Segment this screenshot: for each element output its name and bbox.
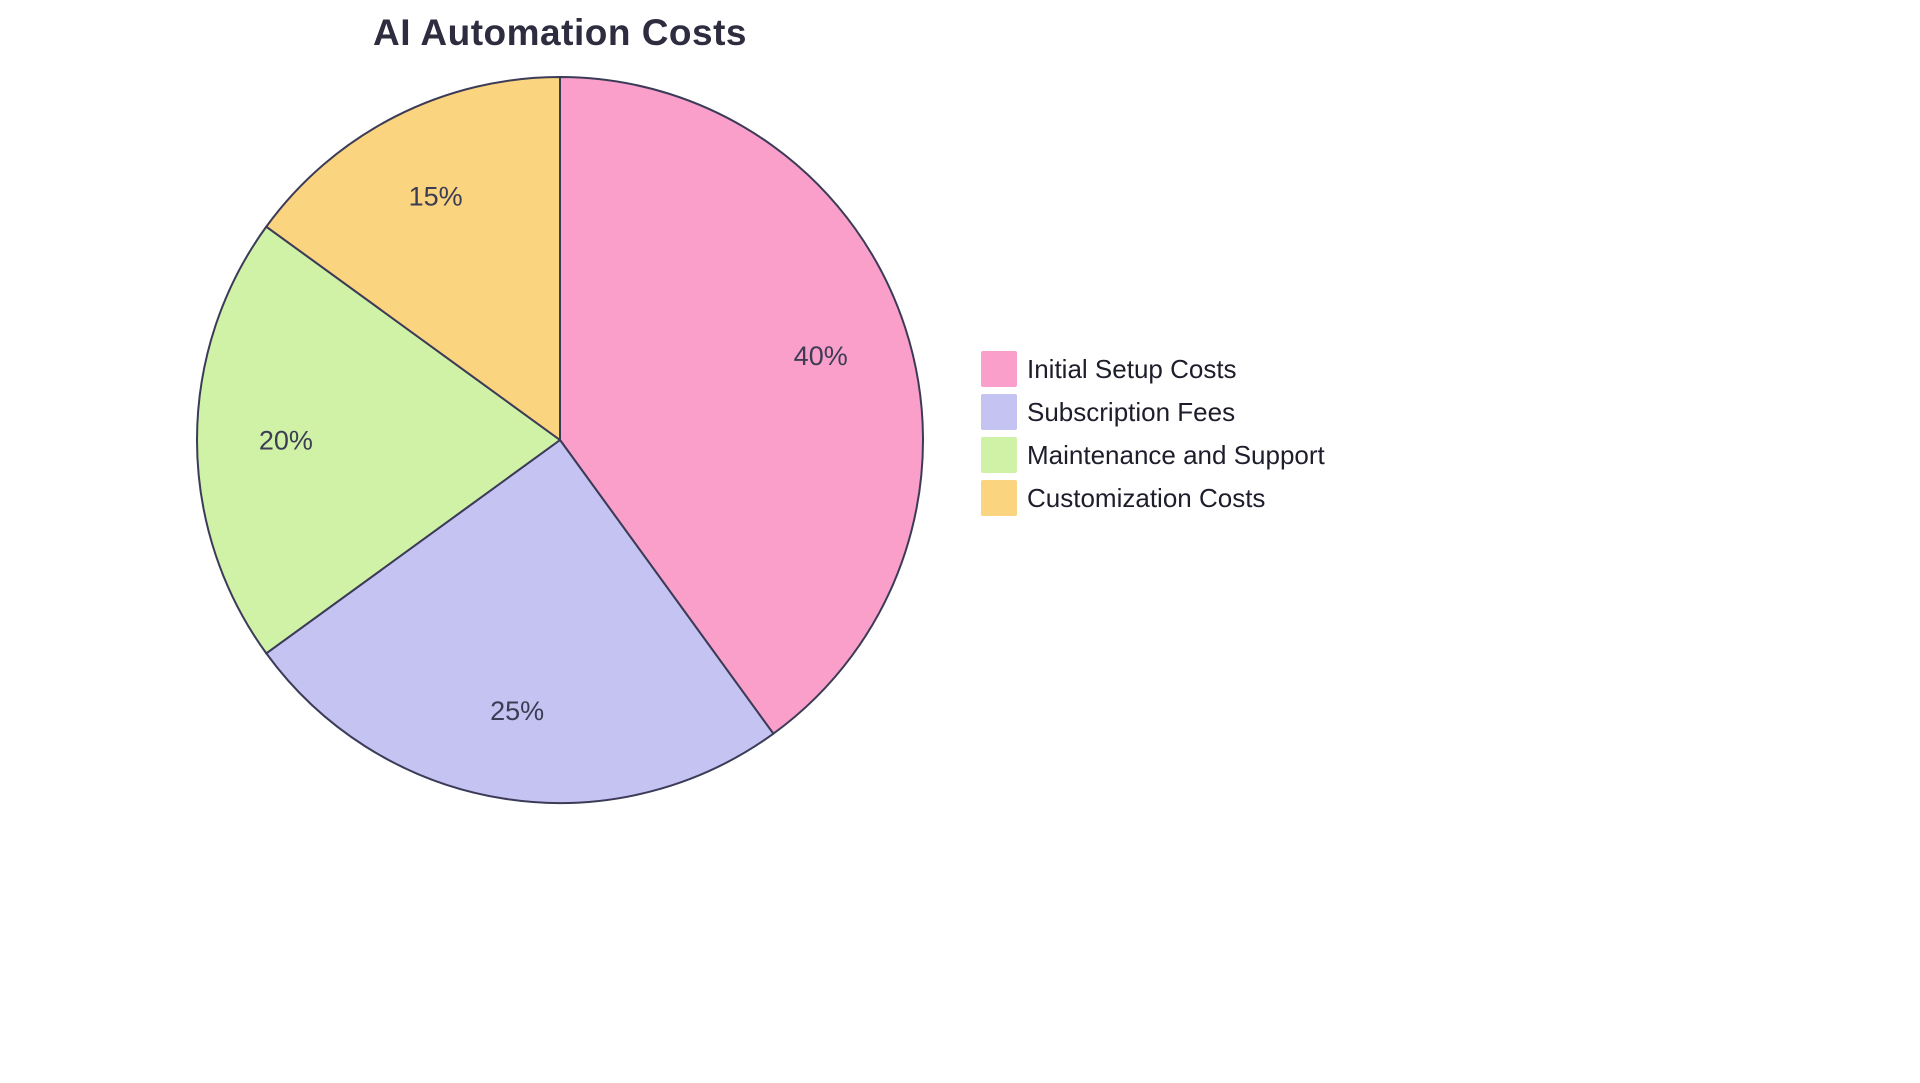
legend-swatch-3 bbox=[981, 480, 1017, 516]
legend-item-1: Subscription Fees bbox=[981, 394, 1325, 430]
legend-label-3: Customization Costs bbox=[1027, 483, 1266, 513]
pie-slice-1 bbox=[265, 439, 775, 804]
legend-item-0: Initial Setup Costs bbox=[981, 351, 1325, 387]
slice-label-3: 15% bbox=[409, 181, 463, 211]
legend-label-1: Subscription Fees bbox=[1027, 397, 1236, 427]
legend-label-0: Initial Setup Costs bbox=[1027, 354, 1237, 384]
legend-swatch-1 bbox=[981, 394, 1017, 430]
chart-title: AI Automation Costs bbox=[372, 12, 748, 53]
slice-label-0: 40% bbox=[794, 341, 848, 371]
slice-label-2: 20% bbox=[259, 425, 313, 455]
legend-item-3: Customization Costs bbox=[981, 480, 1325, 516]
legend-swatch-2 bbox=[981, 437, 1017, 473]
pie-slice-2 bbox=[196, 225, 561, 655]
legend-item-2: Maintenance and Support bbox=[981, 437, 1325, 473]
legend: Initial Setup Costs Subscription Fees Main… bbox=[981, 351, 1325, 516]
legend-swatch-0 bbox=[981, 351, 1017, 387]
legend-label-2: Maintenance and Support bbox=[1027, 440, 1325, 470]
slice-label-1: 25% bbox=[490, 696, 544, 726]
pie-slice-0 bbox=[559, 76, 924, 735]
pie-slice-3 bbox=[265, 76, 561, 441]
